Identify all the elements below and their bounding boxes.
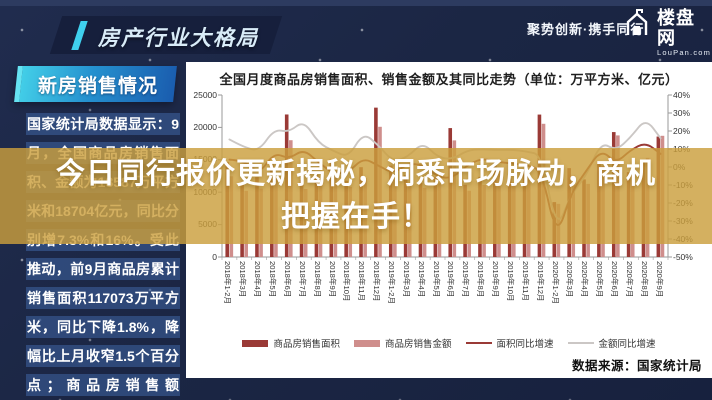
legend-label: 商品房销售面积: [273, 339, 340, 350]
legend-item: 面积同比增速: [465, 336, 554, 350]
logo-name: 楼盘网: [657, 8, 695, 48]
right-axis-tick-label: -50%: [673, 251, 693, 262]
right-axis-tick-label: 30%: [673, 107, 691, 118]
chart-title: 全国月度商品房销售面积、销售金额及其同比走势（单位：万平方米、亿元）: [219, 72, 679, 87]
x-axis-category-label: 2018年7月: [297, 261, 307, 298]
x-axis-category-label: 2020年4月: [580, 261, 590, 298]
x-axis-category-label: 2018年11月: [357, 261, 367, 301]
x-axis-category-label: 2018年9月: [327, 261, 337, 298]
legend-item: 金额同比增速: [567, 336, 656, 350]
chart-legend: 商品房销售面积 商品房销售金额 面积同比增速 金额同比增速: [186, 336, 712, 350]
x-axis-category-label: 2019年9月: [491, 261, 501, 298]
x-axis-category-label: 2020年6月: [609, 261, 619, 298]
x-axis-category-label: 2019年12月: [535, 261, 545, 302]
x-axis-category-label: 2020年7月: [624, 261, 634, 298]
x-axis-category-label: 2018年8月: [312, 261, 322, 298]
x-axis-category-label: 2019年4月: [416, 261, 426, 298]
x-axis-category-label: 2018年1-2月: [223, 261, 233, 305]
promo-text-line1: 今日同行报价更新揭秘，洞悉市场脉动，商机: [55, 158, 656, 190]
top-accent-strip: [0, 0, 712, 6]
x-axis-category-label: 2018年10月: [342, 261, 352, 302]
x-axis-category-label: 2019年7月: [461, 261, 471, 298]
data-source-note: 数据来源：国家统计局: [571, 359, 702, 373]
section-badge: 新房销售情况: [14, 66, 177, 102]
legend-label: 商品房销售金额: [384, 339, 452, 350]
x-axis-category-label: 2019年6月: [446, 261, 456, 298]
house-icon: [624, 8, 654, 38]
left-axis-tick-label: 0: [212, 251, 217, 262]
x-axis-category-label: 2019年1-2月: [386, 261, 396, 305]
x-axis-category-label: 2018年4月: [253, 261, 263, 298]
left-axis-tick-label: 25000: [193, 89, 217, 100]
x-axis-category-label: 2020年8月: [639, 261, 649, 298]
legend-item: 商品房销售金额: [353, 336, 452, 350]
x-axis-category-label: 2018年12月: [372, 261, 382, 302]
right-axis-tick-label: 20%: [673, 125, 691, 136]
logo-domain: LouPan.com: [657, 48, 712, 57]
x-axis-category-label: 2019年8月: [476, 261, 486, 298]
x-axis-category-label: 2020年9月: [654, 261, 664, 298]
legend-bar-swatch: [353, 339, 380, 347]
promo-text-line2: 把握在手！: [280, 201, 431, 233]
x-axis-category-label: 2019年10月: [505, 261, 515, 302]
legend-line-swatch: [567, 341, 594, 345]
x-axis-category-label: 2018年3月: [238, 261, 248, 298]
x-axis-category-label: 2020年1-2月: [550, 261, 560, 305]
x-axis-category-label: 2020年5月: [595, 261, 605, 298]
left-axis-tick-label: 20000: [193, 121, 217, 132]
page-title: 房产行业大格局: [98, 27, 259, 50]
legend-label: 金额同比增速: [598, 339, 656, 350]
x-axis-category-label: 2019年3月: [401, 261, 411, 298]
legend-item: 商品房销售面积: [242, 336, 340, 350]
x-axis-category-label: 2020年3月: [565, 261, 575, 298]
right-axis-tick-label: 40%: [673, 89, 691, 100]
x-axis-category-label: 2019年11月: [520, 261, 530, 301]
legend-line-swatch: [465, 341, 492, 345]
legend-label: 面积同比增速: [496, 339, 554, 350]
x-axis-category-label: 2018年5月: [268, 261, 278, 298]
x-axis-category-label: 2018年6月: [282, 261, 292, 298]
legend-bar-swatch: [242, 339, 269, 347]
section-badge-label: 新房销售情况: [37, 75, 158, 97]
header-slogan: 聚势创新·携手同行: [527, 22, 645, 37]
loupan-logo: 楼盘网 LouPan.com: [624, 8, 712, 57]
x-axis-category-label: 2019年5月: [431, 261, 441, 298]
promo-overlay-banner: 今日同行报价更新揭秘，洞悉市场脉动，商机 把握在手！: [0, 148, 712, 244]
